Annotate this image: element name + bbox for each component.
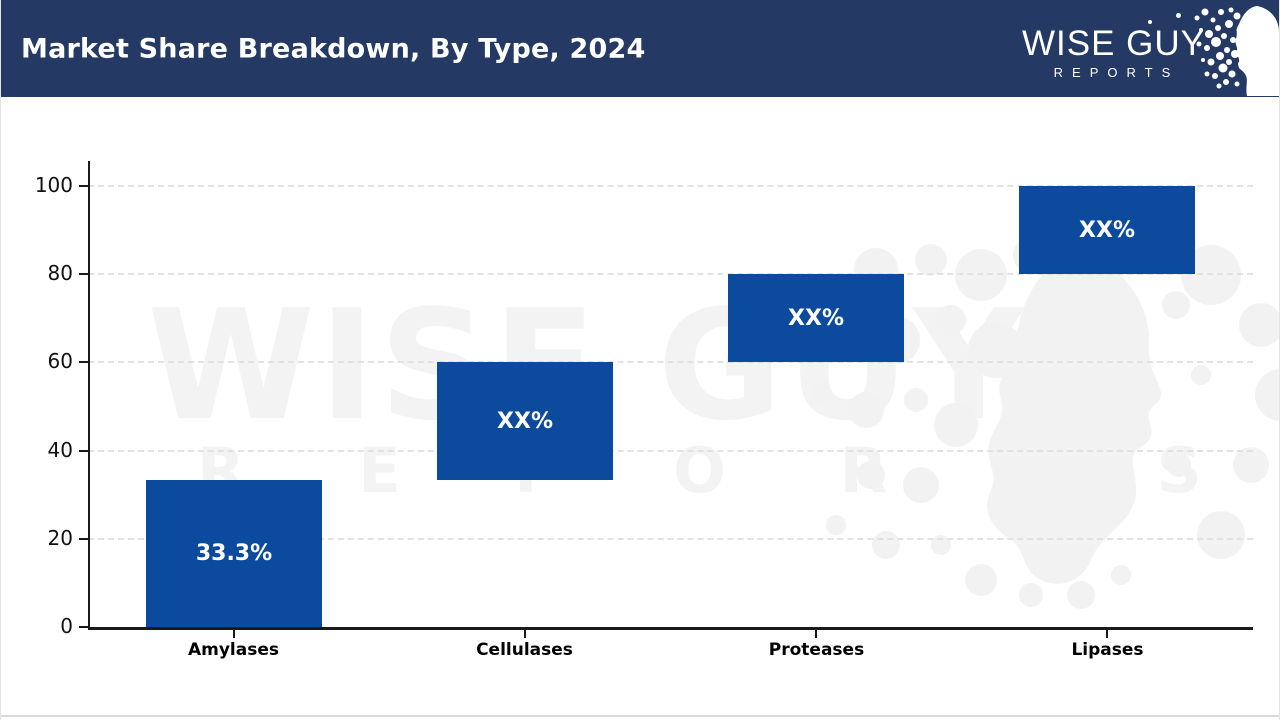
gridline-40 bbox=[88, 450, 1253, 452]
y-tick-mark-40 bbox=[79, 450, 88, 452]
bar-value-label: XX% bbox=[788, 305, 844, 331]
y-tick-mark-100 bbox=[79, 185, 88, 187]
logo-wordmark: WISE GUY bbox=[1021, 24, 1205, 63]
header-bar: Market Share Breakdown, By Type, 2024 WI… bbox=[1, 0, 1279, 97]
gridline-20 bbox=[88, 538, 1253, 540]
bottom-border-line bbox=[1, 715, 1279, 717]
bar-lipases: XX% bbox=[1019, 186, 1195, 274]
bar-proteases: XX% bbox=[728, 274, 904, 362]
gridline-80 bbox=[88, 273, 1253, 275]
gridline-100 bbox=[88, 185, 1253, 187]
category-label-lipases: Lipases bbox=[1071, 640, 1144, 660]
x-tick-mark-proteases bbox=[815, 630, 817, 638]
x-tick-mark-lipases bbox=[1106, 630, 1108, 638]
bar-value-label: XX% bbox=[497, 408, 553, 434]
y-tick-label-40: 40 bbox=[47, 438, 73, 462]
bar-amylases: 33.3% bbox=[146, 480, 322, 627]
logo-head-icon bbox=[1194, 6, 1279, 96]
y-tick-label-80: 80 bbox=[47, 261, 73, 285]
y-tick-label-100: 100 bbox=[34, 173, 73, 197]
logo-subtitle: REPORTS bbox=[1053, 65, 1180, 80]
bar-cellulases: XX% bbox=[437, 362, 613, 480]
gridline-60 bbox=[88, 361, 1253, 363]
logo-dot bbox=[1147, 20, 1152, 24]
logo-dot bbox=[1175, 13, 1181, 18]
y-tick-mark-60 bbox=[79, 361, 88, 363]
category-label-amylases: Amylases bbox=[187, 640, 280, 660]
x-tick-mark-cellulases bbox=[524, 630, 526, 638]
y-tick-label-60: 60 bbox=[47, 349, 73, 373]
y-tick-label-0: 0 bbox=[60, 614, 73, 638]
y-tick-mark-0 bbox=[79, 626, 88, 628]
page-title: Market Share Breakdown, By Type, 2024 bbox=[21, 33, 646, 64]
bar-value-label: XX% bbox=[1079, 217, 1135, 243]
x-tick-mark-amylases bbox=[233, 630, 235, 638]
y-axis-line bbox=[88, 161, 90, 630]
logo-text: WISE GUY REPORTS bbox=[1022, 26, 1205, 80]
y-tick-mark-20 bbox=[79, 538, 88, 540]
y-tick-mark-80 bbox=[79, 273, 88, 275]
bar-value-label: 33.3% bbox=[195, 541, 273, 566]
wise-guy-logo: WISE GUY REPORTS bbox=[1022, 4, 1279, 96]
x-axis-line bbox=[88, 627, 1253, 630]
category-label-proteases: Proteases bbox=[768, 640, 865, 660]
y-tick-label-20: 20 bbox=[47, 526, 73, 550]
category-label-cellulases: Cellulases bbox=[476, 640, 573, 660]
